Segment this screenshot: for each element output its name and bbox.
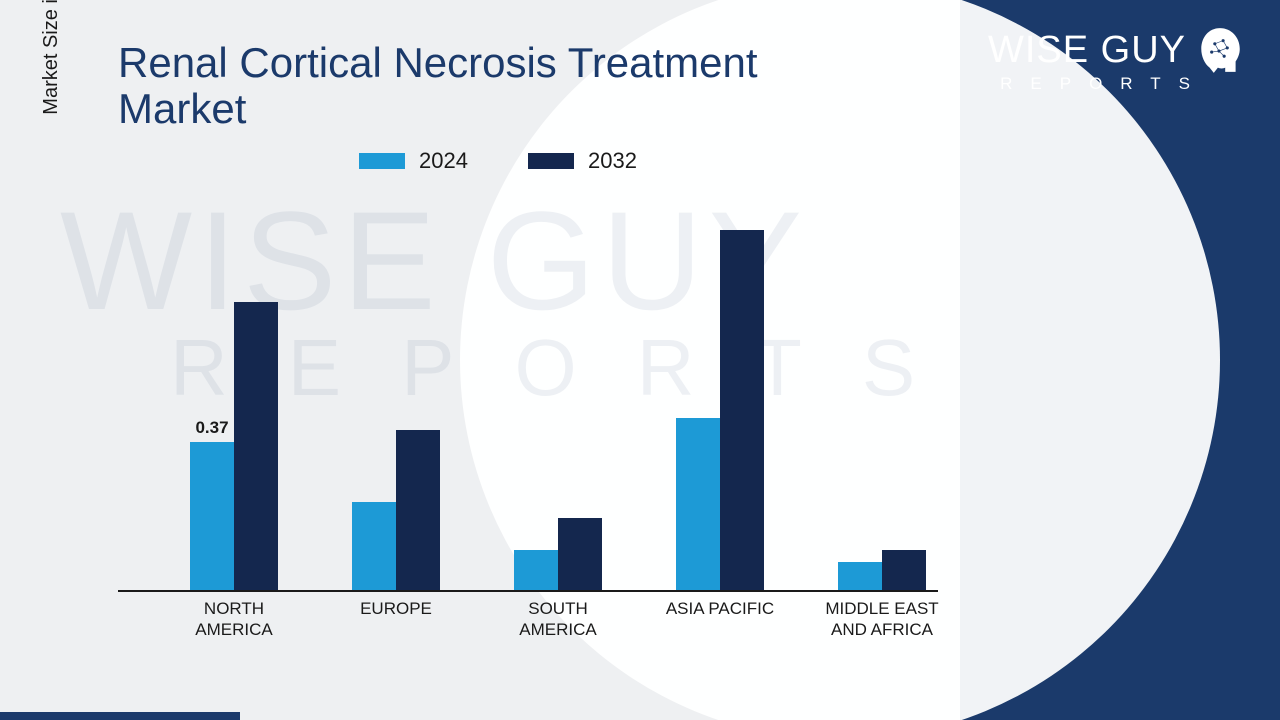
bar bbox=[558, 518, 602, 590]
bar bbox=[838, 562, 882, 590]
chart-legend: 2024 2032 bbox=[58, 148, 938, 174]
bar-value-label: 0.37 bbox=[195, 418, 228, 438]
bar-group bbox=[514, 518, 604, 590]
bar-group bbox=[838, 550, 928, 590]
bar-group: 0.37 bbox=[190, 302, 280, 590]
bar bbox=[352, 502, 396, 590]
chart-area: Market Size in USD Billion 2024 2032 0.3… bbox=[58, 148, 938, 688]
brand-line1: WISE GUY bbox=[988, 29, 1186, 72]
bar bbox=[234, 302, 278, 590]
legend-item-2024: 2024 bbox=[359, 148, 468, 174]
head-icon bbox=[1194, 24, 1246, 76]
bar bbox=[720, 230, 764, 590]
legend-label-2024: 2024 bbox=[419, 148, 468, 174]
footer-stripe bbox=[0, 712, 240, 720]
bar-group bbox=[676, 230, 766, 590]
bar bbox=[882, 550, 926, 590]
chart-title: Renal Cortical Necrosis Treatment Market bbox=[118, 40, 838, 132]
x-axis-category-label: SOUTH AMERICA bbox=[488, 598, 628, 641]
x-axis-category-label: ASIA PACIFIC bbox=[650, 598, 790, 619]
bar bbox=[676, 418, 720, 590]
bar-group bbox=[352, 430, 442, 590]
y-axis-label: Market Size in USD Billion bbox=[40, 0, 63, 208]
bar bbox=[396, 430, 440, 590]
x-axis-category-label: MIDDLE EAST AND AFRICA bbox=[812, 598, 952, 641]
brand-line2: REPORTS bbox=[986, 74, 1246, 94]
legend-item-2032: 2032 bbox=[528, 148, 637, 174]
x-axis-category-label: NORTH AMERICA bbox=[164, 598, 304, 641]
x-axis-labels: NORTH AMERICA EUROPE SOUTH AMERICA ASIA PAC… bbox=[118, 592, 938, 688]
x-axis-category-label: EUROPE bbox=[326, 598, 466, 619]
plot-area: 0.37 bbox=[118, 192, 938, 592]
bar: 0.37 bbox=[190, 442, 234, 590]
legend-label-2032: 2032 bbox=[588, 148, 637, 174]
bar bbox=[514, 550, 558, 590]
brand-logo: WISE GUY REPORTS bbox=[986, 24, 1246, 94]
legend-swatch-2032 bbox=[528, 153, 574, 169]
legend-swatch-2024 bbox=[359, 153, 405, 169]
